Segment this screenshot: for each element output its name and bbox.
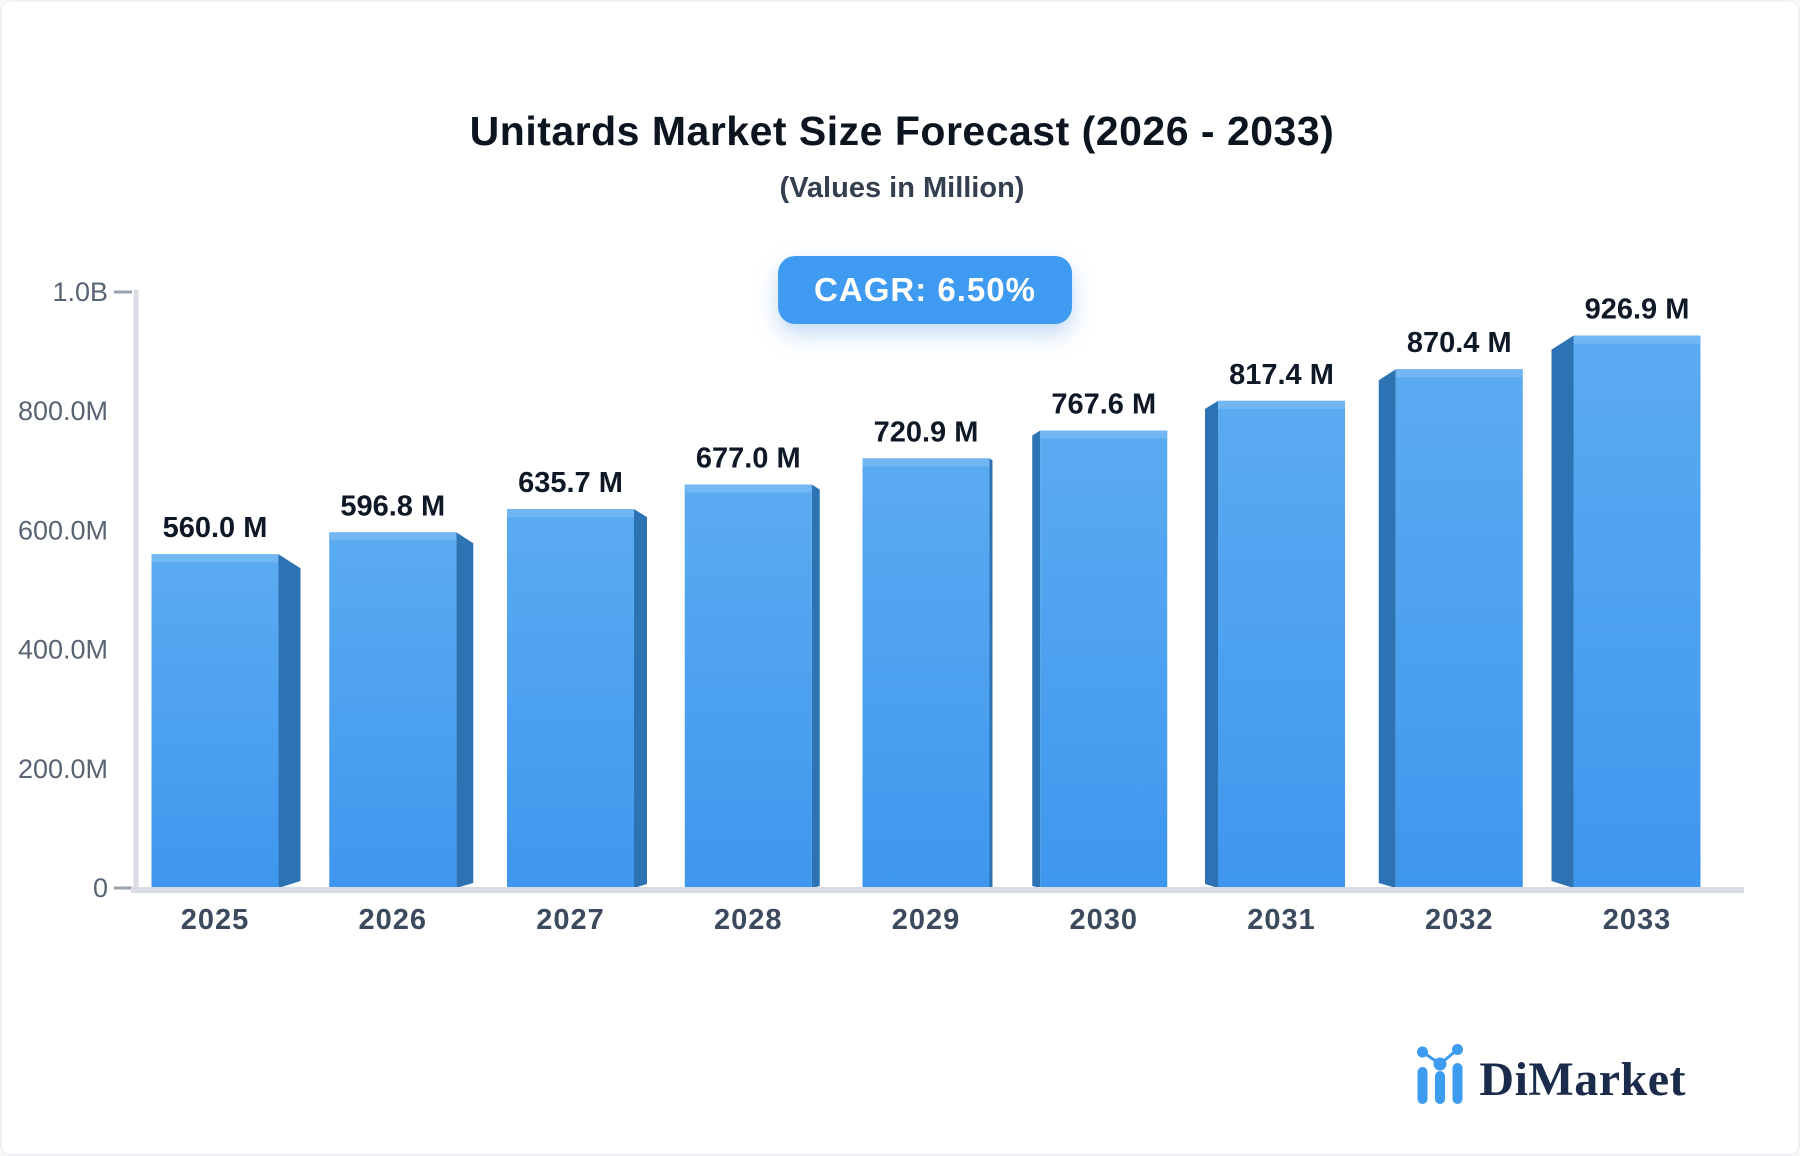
y-axis-tick-label: 600.0M	[18, 515, 108, 545]
page-title: Unitards Market Size Forecast (2026 - 20…	[469, 108, 1335, 154]
y-axis-tick-label: 200.0M	[18, 754, 108, 784]
bar-top-strip	[1218, 400, 1345, 409]
bar-side-face	[1378, 369, 1396, 888]
x-axis-label: 2029	[892, 904, 961, 936]
bar-value-label: 560.0 M	[163, 512, 268, 544]
x-axis-label: 2033	[1603, 904, 1672, 936]
bar-top-strip	[1040, 430, 1168, 439]
y-axis-tick-label: 400.0M	[18, 635, 108, 665]
brand-logo: DiMarket	[1414, 1042, 1686, 1104]
bar-top-strip	[862, 458, 990, 467]
bar-top-strip	[1395, 369, 1523, 378]
bar-side-face	[1551, 335, 1574, 888]
bar-value-label: 767.6 M	[1051, 389, 1156, 421]
bar-front-face	[1218, 400, 1345, 888]
bar-top-strip	[151, 554, 279, 563]
bar-top-strip	[329, 532, 457, 541]
bar-side-face	[811, 484, 820, 888]
x-axis-label: 2027	[536, 904, 605, 936]
bar-value-label: 926.9 M	[1585, 294, 1690, 326]
bar-2033: 926.9 M 2033	[1551, 294, 1701, 936]
cagr-badge: CAGR: 6.50%	[778, 256, 1072, 324]
bar-2028: 677.0 M 2028	[684, 443, 820, 936]
bar-side-face	[989, 458, 993, 888]
y-axis-tick-label: 800.0M	[18, 396, 108, 426]
bar-2027: 635.7 M 2027	[507, 467, 647, 936]
y-axis-tick-label: 0	[93, 873, 108, 903]
y-axis-tick-label: 1.0B	[52, 277, 108, 307]
x-axis-label: 2028	[714, 904, 783, 936]
bar-side-face	[456, 532, 474, 888]
bar-value-label: 817.4 M	[1229, 359, 1334, 391]
bar-2032: 870.4 M 2032	[1378, 327, 1523, 936]
bar-front-face	[507, 509, 634, 888]
bar-top-strip	[684, 484, 812, 493]
bar-front-face	[1395, 369, 1523, 888]
bar-front-face	[862, 458, 990, 888]
bar-chart-logo-icon	[1417, 1044, 1464, 1104]
bar-value-label: 870.4 M	[1407, 327, 1512, 359]
bar-front-face	[329, 532, 457, 888]
bar-front-face	[151, 554, 279, 888]
bar-value-label: 720.9 M	[874, 416, 979, 448]
bar-front-face	[1573, 335, 1701, 888]
x-axis-label: 2025	[181, 904, 250, 936]
bar-value-label: 677.0 M	[696, 443, 801, 475]
bar-2029: 720.9 M 2029	[862, 416, 993, 936]
x-axis-label: 2026	[358, 904, 427, 936]
x-axis-label: 2032	[1425, 904, 1494, 936]
bar-side-face	[1032, 430, 1041, 888]
chart-subtitle: (Values in Million)	[779, 172, 1025, 204]
bar-side-face	[1205, 400, 1218, 888]
brand-name: DiMarket	[1479, 1053, 1686, 1106]
bar-front-face	[1040, 430, 1168, 888]
bar-2031: 817.4 M 2031	[1205, 359, 1345, 936]
x-axis-label: 2030	[1069, 904, 1138, 936]
bar-2026: 596.8 M 2026	[329, 490, 474, 936]
bar-2025: 560.0 M 2025	[151, 512, 301, 936]
bar-side-face	[634, 509, 647, 888]
bar-front-face	[684, 484, 812, 888]
x-axis-label: 2031	[1247, 904, 1316, 936]
bar-value-label: 596.8 M	[340, 490, 445, 522]
bar-2030: 767.6 M 2030	[1032, 389, 1168, 936]
market-size-bar-chart: 1.0B 800.0M 600.0M 400.0M 200.0M 0 560.0 M 2025…	[18, 277, 1744, 936]
bar-top-strip	[1573, 335, 1701, 344]
bar-top-strip	[507, 509, 634, 518]
bar-side-face	[278, 554, 301, 888]
bar-value-label: 635.7 M	[518, 467, 623, 499]
